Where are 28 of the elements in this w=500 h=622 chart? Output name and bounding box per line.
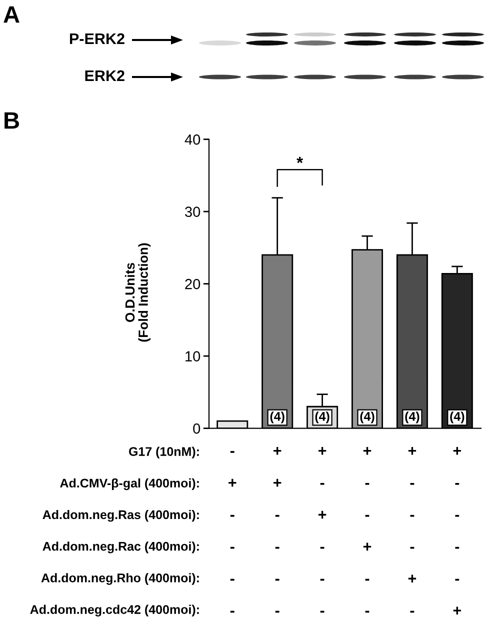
category-label: + - - - - +	[453, 446, 462, 614]
category-label: + - - - + -	[408, 446, 416, 613]
y-tick-label: 10	[186, 351, 200, 362]
text: P-ERK2	[70, 33, 124, 44]
text: ERK2	[85, 70, 124, 81]
y-axis-title: O.D.Units (Fold Induction)	[124, 243, 151, 342]
text: Ad.dom.neg.Rac (400moi):	[42, 542, 199, 554]
category-label: + - + - - -	[318, 446, 326, 613]
annotation: (4)	[270, 412, 284, 424]
text: A	[4, 6, 20, 23]
category-label: + - - + - -	[363, 446, 372, 613]
annotation: (4)	[360, 412, 374, 424]
text: B	[4, 112, 19, 129]
y-tick-label: 30	[185, 206, 200, 217]
category-label: - + - - - -	[228, 451, 236, 613]
y-tick-label: 0	[193, 423, 200, 434]
text: Ad.dom.neg.Rho (400moi):	[41, 573, 199, 585]
annotation: (4)	[405, 412, 420, 424]
annotation: (4)	[450, 412, 464, 424]
category-label: + + - - - -	[274, 446, 282, 613]
y-tick-label: 20	[185, 278, 200, 290]
text: Ad.CMV-β-gal (400moi):	[60, 478, 199, 490]
y-tick-label: 40	[184, 134, 200, 145]
annotation: *	[296, 156, 304, 164]
text: Ad.dom.neg.cdc42 (400moi):	[30, 604, 199, 616]
text: G17 (10nM):	[128, 446, 199, 458]
text: Ad.dom.neg.Ras (400moi):	[42, 510, 199, 522]
annotation: (4)	[315, 412, 330, 424]
